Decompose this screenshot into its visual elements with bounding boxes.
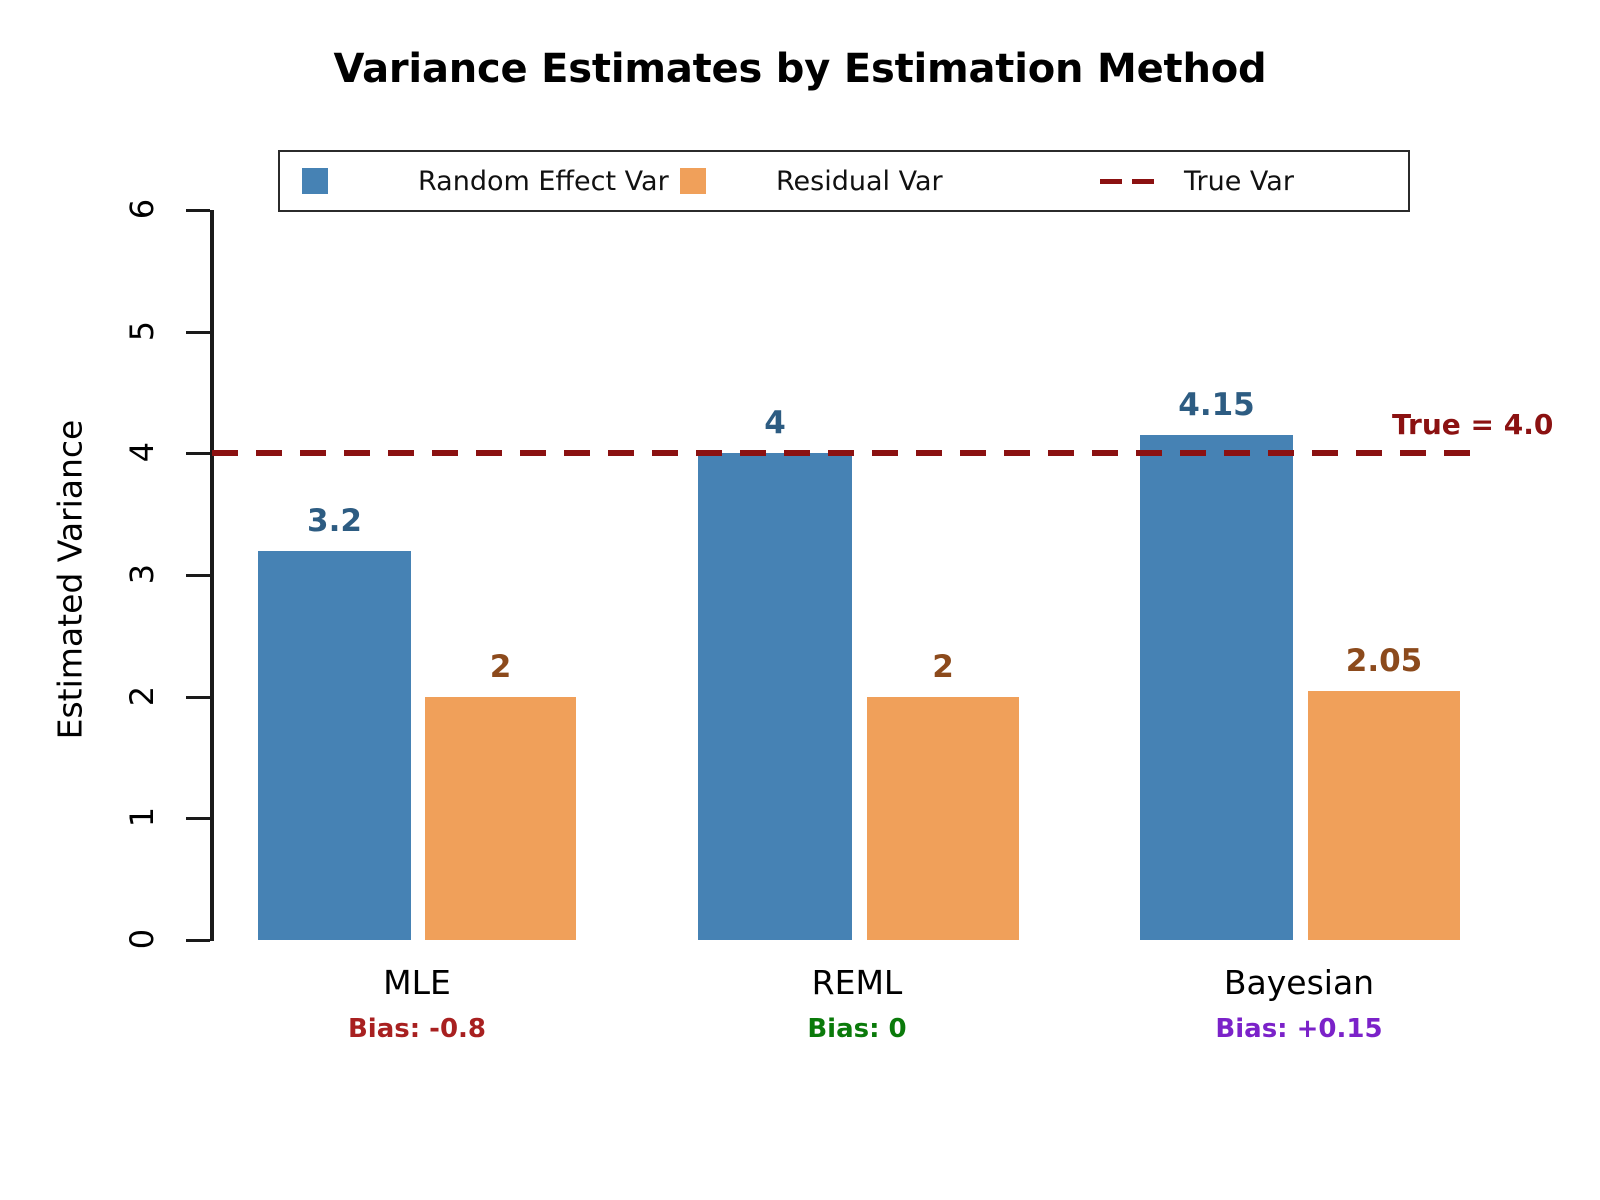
y-axis-tick <box>186 695 210 699</box>
legend-label: True Var <box>1184 165 1294 197</box>
x-axis-label-bayesian: Bayesian <box>1223 963 1375 1002</box>
chart-title: Variance Estimates by Estimation Method <box>333 46 1267 92</box>
y-axis-tick-label: 0 <box>123 928 161 950</box>
bar-value-label: 4.15 <box>1178 387 1255 424</box>
y-axis-tick <box>186 817 210 821</box>
y-axis-tick <box>186 452 210 456</box>
bar-value-label: 3.2 <box>307 502 362 539</box>
bar-value-label: 2.05 <box>1345 642 1423 679</box>
y-axis-tick-label: 5 <box>123 320 161 341</box>
bar-residual-var[interactable] <box>1308 690 1460 940</box>
y-axis-tick <box>186 939 210 942</box>
legend-label: Residual Var <box>776 165 943 197</box>
y-axis-tick-label: 4 <box>123 442 161 463</box>
bias-annotation-mle: Bias: -0.8 <box>347 1014 487 1044</box>
bar-random-effect-var[interactable] <box>258 550 411 940</box>
legend-swatch-icon <box>680 168 706 194</box>
y-axis-tick-label: 6 <box>123 198 161 220</box>
y-axis-title: Estimated Variance <box>50 419 90 740</box>
bias-annotation-reml: Bias: 0 <box>807 1014 907 1044</box>
legend-swatch-icon <box>302 168 328 194</box>
true-value-annotation: True = 4.0 <box>1392 408 1554 442</box>
legend-label: Random Effect Var <box>418 165 669 197</box>
y-axis-tick <box>186 330 210 334</box>
y-axis-tick <box>186 209 210 212</box>
y-axis-tick-label: 3 <box>123 563 161 585</box>
bar-value-label: 4 <box>764 405 786 442</box>
bar-residual-var[interactable] <box>425 696 576 940</box>
bar-residual-var[interactable] <box>867 696 1019 940</box>
chart-legend: Random Effect Var Residual Var True Var <box>278 150 1410 212</box>
bar-random-effect-var[interactable] <box>1140 435 1293 940</box>
bar-random-effect-var[interactable] <box>698 453 852 940</box>
y-axis-tick-label: 2 <box>123 685 161 706</box>
y-axis-line <box>210 210 214 941</box>
legend-item-residual-var[interactable]: Residual Var <box>680 152 943 210</box>
x-axis-label-mle: MLE <box>383 963 451 1002</box>
y-axis-tick-label: 1 <box>123 807 161 828</box>
bar-value-label: 2 <box>489 648 512 685</box>
y-axis-tick <box>186 574 210 577</box>
legend-item-random-effect-var[interactable]: Random Effect Var <box>302 152 669 210</box>
x-axis-label-reml: REML <box>811 963 903 1002</box>
true-value-reference-line <box>212 450 1488 457</box>
bias-annotation-bayesian: Bias: +0.15 <box>1215 1014 1383 1044</box>
legend-item-true-var[interactable]: True Var <box>1100 152 1294 210</box>
dashed-line-icon <box>1100 168 1162 194</box>
bar-value-label: 2 <box>932 648 954 685</box>
